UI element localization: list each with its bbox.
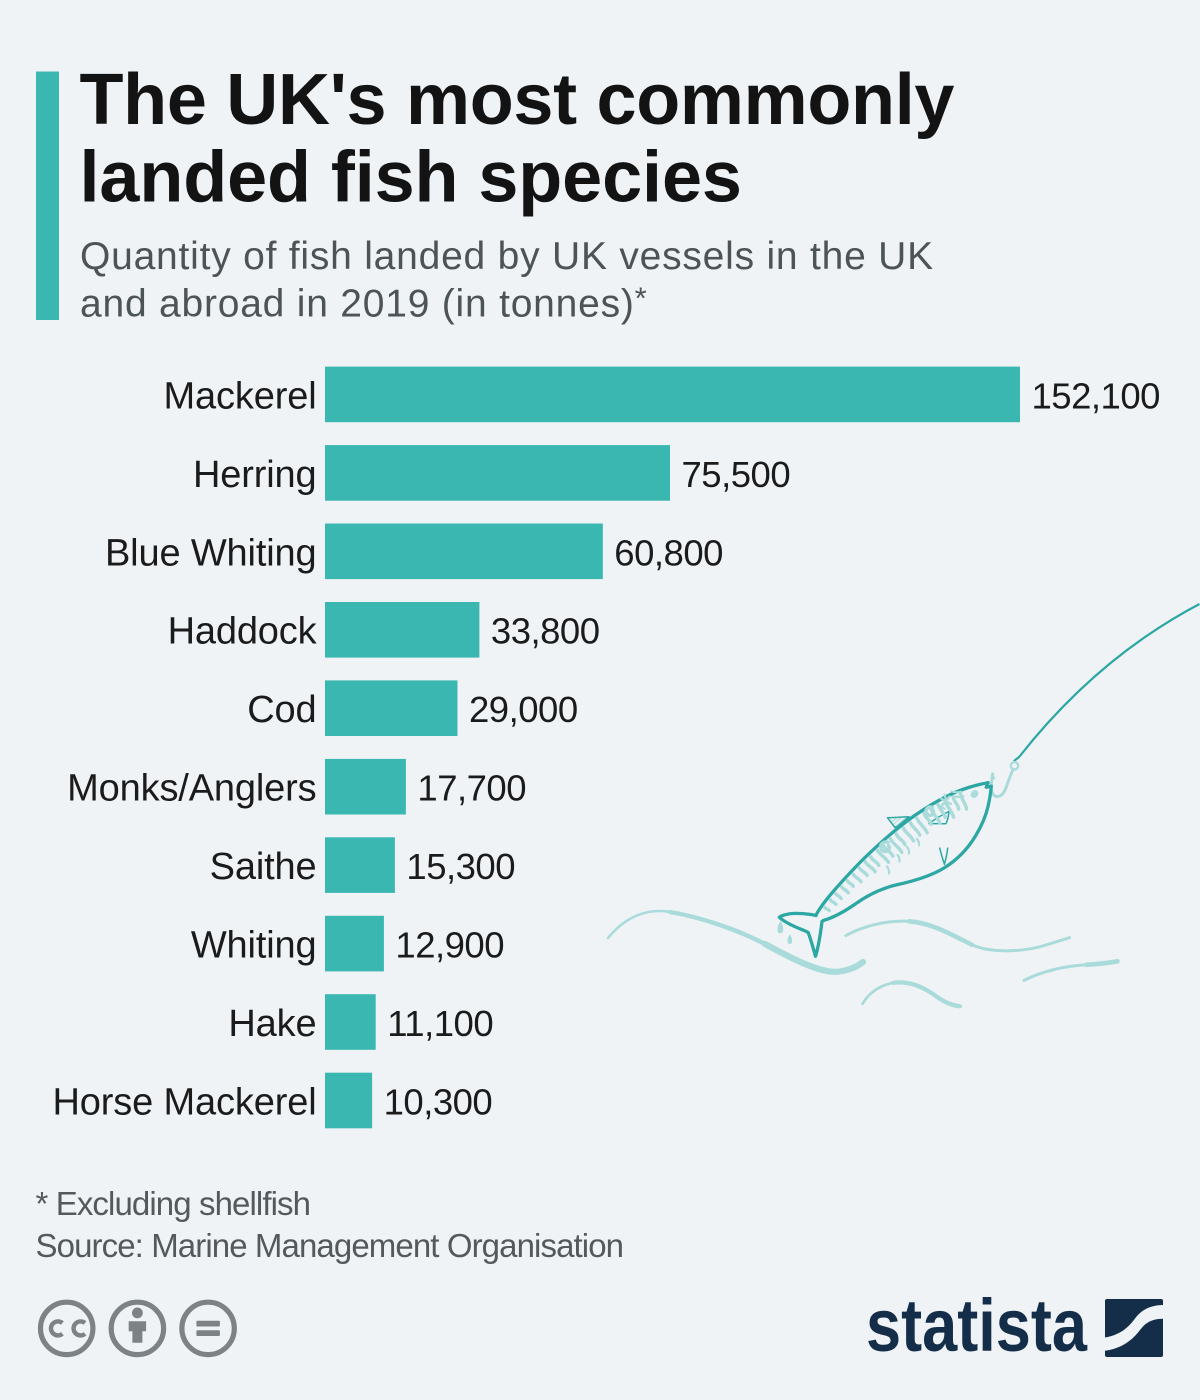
- svg-text:10,300: 10,300: [384, 1081, 493, 1122]
- svg-text:The UK's most commonly: The UK's most commonly: [80, 60, 955, 140]
- svg-text:Saithe: Saithe: [210, 846, 317, 888]
- svg-text:Haddock: Haddock: [168, 611, 318, 653]
- svg-text:Cod: Cod: [247, 689, 316, 731]
- svg-text:Source: Marine Management Orga: Source: Marine Management Organisation: [36, 1227, 624, 1264]
- svg-text:and abroad in 2019 (in tonnes): and abroad in 2019 (in tonnes)*: [80, 281, 647, 326]
- svg-text:Horse Mackerel: Horse Mackerel: [53, 1081, 317, 1123]
- svg-text:statista: statista: [866, 1284, 1088, 1367]
- svg-text:60,800: 60,800: [614, 532, 723, 573]
- svg-text:75,500: 75,500: [682, 454, 791, 495]
- svg-text:Whiting: Whiting: [191, 925, 317, 967]
- svg-text:11,100: 11,100: [387, 1003, 493, 1044]
- svg-text:Quantity of fish landed by UK: Quantity of fish landed by UK vessels in…: [80, 235, 934, 278]
- svg-text:12,900: 12,900: [395, 925, 504, 966]
- svg-text:Mackerel: Mackerel: [164, 375, 317, 417]
- svg-text:33,800: 33,800: [491, 611, 600, 652]
- svg-text:Hake: Hake: [228, 1003, 316, 1045]
- svg-text:* Excluding shellfish: * Excluding shellfish: [36, 1185, 311, 1222]
- svg-text:152,100: 152,100: [1032, 375, 1160, 416]
- svg-text:landed fish species: landed fish species: [80, 138, 742, 218]
- svg-text:29,000: 29,000: [469, 689, 578, 730]
- svg-text:15,300: 15,300: [406, 846, 515, 887]
- svg-text:Monks/Anglers: Monks/Anglers: [67, 768, 316, 810]
- svg-text:17,700: 17,700: [417, 768, 526, 809]
- svg-text:Blue Whiting: Blue Whiting: [105, 532, 317, 574]
- svg-text:Herring: Herring: [193, 454, 317, 496]
